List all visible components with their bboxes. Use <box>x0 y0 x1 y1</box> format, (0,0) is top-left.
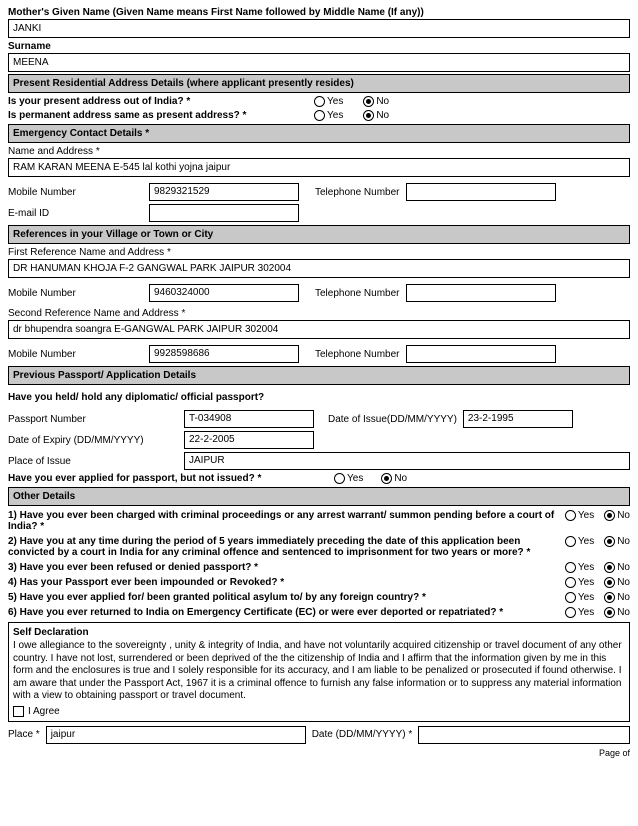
present-out-yes-radio[interactable] <box>314 96 325 107</box>
references-header: References in your Village or Town or Ci… <box>8 225 630 244</box>
date-expiry-value[interactable]: 22-2-2005 <box>184 431 314 449</box>
applied-not-issued-label: Have you ever applied for passport, but … <box>8 473 328 484</box>
q3-no-radio[interactable] <box>604 562 615 573</box>
held-diplomatic-label: Have you held/ hold any diplomatic/ offi… <box>8 389 630 404</box>
q4-no-label: No <box>617 577 630 588</box>
emergency-name-addr-value[interactable]: RAM KARAN MEENA E-545 lal kothi yojna ja… <box>8 158 630 177</box>
q4-label: 4) Has your Passport ever been impounded… <box>8 577 555 588</box>
q3-yes-label: Yes <box>578 562 594 573</box>
q2-yes-radio[interactable] <box>565 536 576 547</box>
ref2-value[interactable]: dr bhupendra soangra E-GANGWAL PARK JAIP… <box>8 320 630 339</box>
q5-label: 5) Have you ever applied for/ been grant… <box>8 592 555 603</box>
ref2-mobile-label: Mobile Number <box>8 349 143 360</box>
agree-label: I Agree <box>28 706 60 717</box>
ref2-label: Second Reference Name and Address * <box>8 305 630 320</box>
mother-given-label: Mother's Given Name (Given Name means Fi… <box>8 4 630 19</box>
place-issue-label: Place of Issue <box>8 456 178 467</box>
date-expiry-label: Date of Expiry (DD/MM/YYYY) <box>8 435 178 446</box>
place-issue-value[interactable]: JAIPUR <box>184 452 630 470</box>
emergency-header: Emergency Contact Details * <box>8 124 630 143</box>
q2-no-radio[interactable] <box>604 536 615 547</box>
q4-no-radio[interactable] <box>604 577 615 588</box>
emergency-email-label: E-mail ID <box>8 208 143 219</box>
emergency-tel-value[interactable] <box>406 183 556 201</box>
surname-label: Surname <box>8 38 630 53</box>
self-decl-title: Self Declaration <box>13 627 625 638</box>
perm-same-label: Is permanent address same as present add… <box>8 110 308 121</box>
q2-label: 2) Have you at any time during the perio… <box>8 536 555 558</box>
no-label-2: No <box>376 110 389 121</box>
yes-label-3: Yes <box>347 473 363 484</box>
self-declaration-box: Self Declaration I owe allegiance to the… <box>8 622 630 722</box>
q1-no-label: No <box>617 510 630 521</box>
yes-label: Yes <box>327 96 343 107</box>
q5-no-radio[interactable] <box>604 592 615 603</box>
q6-no-label: No <box>617 607 630 618</box>
q6-yes-radio[interactable] <box>565 607 576 618</box>
emergency-name-addr-label: Name and Address * <box>8 143 630 158</box>
ref1-label: First Reference Name and Address * <box>8 244 630 259</box>
ref2-tel-value[interactable] <box>406 345 556 363</box>
ref1-value[interactable]: DR HANUMAN KHOJA F-2 GANGWAL PARK JAIPUR… <box>8 259 630 278</box>
q6-yes-label: Yes <box>578 607 594 618</box>
q3-no-label: No <box>617 562 630 573</box>
q1-yes-radio[interactable] <box>565 510 576 521</box>
passport-no-value[interactable]: T-034908 <box>184 410 314 428</box>
present-out-label: Is your present address out of India? * <box>8 96 308 107</box>
self-decl-text: I owe allegiance to the sovereignty , un… <box>13 640 625 703</box>
ref1-mobile-value[interactable]: 9460324000 <box>149 284 299 302</box>
present-addr-header: Present Residential Address Details (whe… <box>8 74 630 93</box>
prev-passport-header: Previous Passport/ Application Details <box>8 366 630 385</box>
date-issue-value[interactable]: 23-2-1995 <box>463 410 573 428</box>
place-value[interactable]: jaipur <box>46 726 306 744</box>
mother-given-value: JANKI <box>8 19 630 38</box>
page-footer: Page of <box>8 748 630 758</box>
emergency-mobile-label: Mobile Number <box>8 187 143 198</box>
ref1-tel-label: Telephone Number <box>315 288 400 299</box>
q1-no-radio[interactable] <box>604 510 615 521</box>
emergency-mobile-value[interactable]: 9829321529 <box>149 183 299 201</box>
q4-yes-label: Yes <box>578 577 594 588</box>
q3-label: 3) Have you ever been refused or denied … <box>8 562 555 573</box>
q4-yes-radio[interactable] <box>565 577 576 588</box>
ref2-mobile-value[interactable]: 9928598686 <box>149 345 299 363</box>
place-label: Place * <box>8 729 40 740</box>
perm-same-no-radio[interactable] <box>363 110 374 121</box>
passport-no-label: Passport Number <box>8 414 178 425</box>
yes-label-2: Yes <box>327 110 343 121</box>
date-sign-value[interactable] <box>418 726 630 744</box>
q6-label: 6) Have you ever returned to India on Em… <box>8 607 555 618</box>
emergency-tel-label: Telephone Number <box>315 187 400 198</box>
ref2-tel-label: Telephone Number <box>315 349 400 360</box>
q1-label: 1) Have you ever been charged with crimi… <box>8 510 555 532</box>
q2-no-label: No <box>617 536 630 547</box>
no-label-3: No <box>394 473 407 484</box>
agree-checkbox[interactable] <box>13 706 24 717</box>
applied-yes-radio[interactable] <box>334 473 345 484</box>
applied-no-radio[interactable] <box>381 473 392 484</box>
q3-yes-radio[interactable] <box>565 562 576 573</box>
date-sign-label: Date (DD/MM/YYYY) * <box>312 729 413 740</box>
date-issue-label: Date of Issue(DD/MM/YYYY) <box>328 414 457 425</box>
no-label: No <box>376 96 389 107</box>
ref1-mobile-label: Mobile Number <box>8 288 143 299</box>
ref1-tel-value[interactable] <box>406 284 556 302</box>
emergency-email-value[interactable] <box>149 204 299 222</box>
other-header: Other Details <box>8 487 630 506</box>
q1-yes-label: Yes <box>578 510 594 521</box>
q5-yes-radio[interactable] <box>565 592 576 603</box>
q2-yes-label: Yes <box>578 536 594 547</box>
surname-value: MEENA <box>8 53 630 72</box>
q5-yes-label: Yes <box>578 592 594 603</box>
present-out-no-radio[interactable] <box>363 96 374 107</box>
q5-no-label: No <box>617 592 630 603</box>
q6-no-radio[interactable] <box>604 607 615 618</box>
perm-same-yes-radio[interactable] <box>314 110 325 121</box>
